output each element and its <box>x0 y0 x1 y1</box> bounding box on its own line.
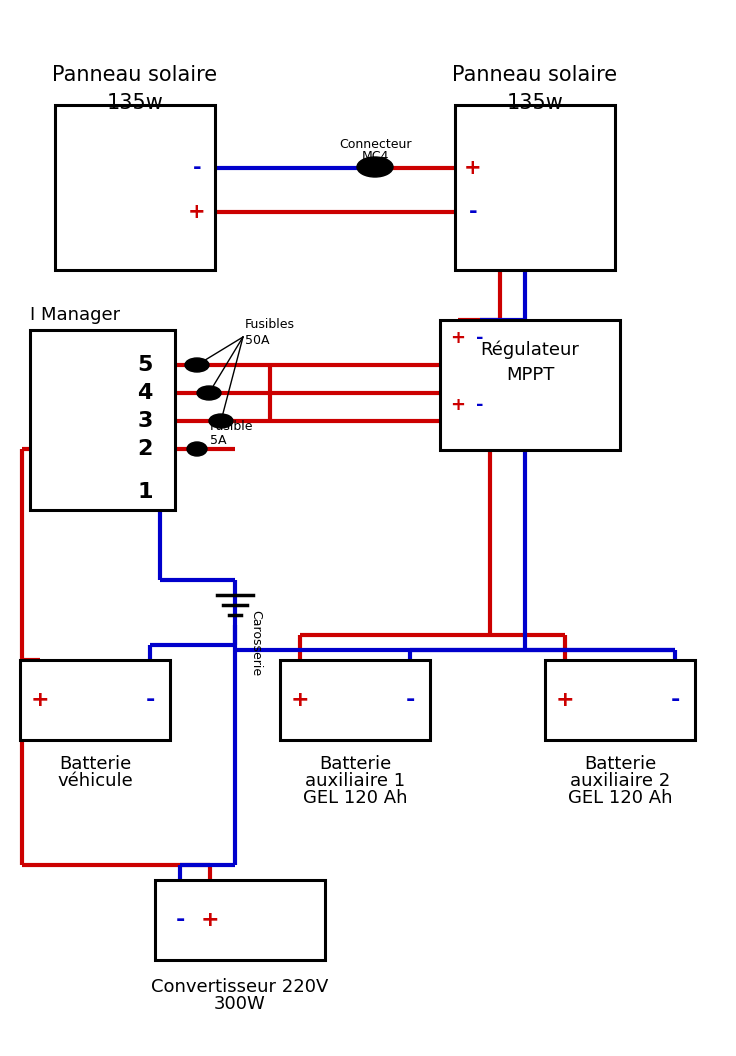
Text: MPPT: MPPT <box>506 366 554 384</box>
Text: -: - <box>476 396 484 414</box>
FancyBboxPatch shape <box>155 880 325 960</box>
Text: Fusibles: Fusibles <box>245 319 295 332</box>
Text: 135w: 135w <box>506 93 564 113</box>
Text: 4: 4 <box>138 383 152 403</box>
Text: +: + <box>291 690 309 710</box>
Text: MC4: MC4 <box>361 151 389 164</box>
Text: -: - <box>670 690 679 710</box>
Text: auxiliaire 2: auxiliaire 2 <box>570 772 670 790</box>
Ellipse shape <box>197 386 221 400</box>
Text: 300W: 300W <box>214 995 266 1013</box>
Text: 2: 2 <box>138 439 152 459</box>
Text: 5: 5 <box>138 355 152 375</box>
Text: 1: 1 <box>137 482 153 502</box>
Text: -: - <box>193 157 202 177</box>
Text: GEL 120 Ah: GEL 120 Ah <box>567 789 672 807</box>
Text: +: + <box>464 157 482 177</box>
Text: I Manager: I Manager <box>30 306 120 324</box>
Text: 3: 3 <box>138 411 152 431</box>
Text: Carosserie: Carosserie <box>249 610 262 676</box>
Ellipse shape <box>187 442 207 456</box>
Text: GEL 120 Ah: GEL 120 Ah <box>302 789 407 807</box>
Text: -: - <box>145 690 155 710</box>
Text: 135w: 135w <box>107 93 163 113</box>
Text: +: + <box>31 690 49 710</box>
Text: Régulateur: Régulateur <box>481 341 579 359</box>
Text: véhicule: véhicule <box>57 772 133 790</box>
Text: Connecteur: Connecteur <box>339 138 411 151</box>
Text: 50A: 50A <box>245 334 269 346</box>
Text: Panneau solaire: Panneau solaire <box>453 65 618 84</box>
Text: Batterie: Batterie <box>319 755 391 773</box>
FancyBboxPatch shape <box>280 660 430 740</box>
Ellipse shape <box>357 157 393 177</box>
FancyBboxPatch shape <box>440 320 620 450</box>
FancyBboxPatch shape <box>20 660 170 740</box>
Text: +: + <box>450 329 465 347</box>
Text: Batterie: Batterie <box>59 755 131 773</box>
Ellipse shape <box>185 358 209 372</box>
Text: Fusible: Fusible <box>210 420 253 434</box>
Text: auxiliaire 1: auxiliaire 1 <box>305 772 405 790</box>
Text: Convertisseur 220V: Convertisseur 220V <box>152 978 329 996</box>
Ellipse shape <box>209 414 233 428</box>
Text: +: + <box>450 396 465 414</box>
Text: -: - <box>175 910 185 930</box>
FancyBboxPatch shape <box>545 660 695 740</box>
Text: -: - <box>406 690 414 710</box>
FancyBboxPatch shape <box>55 105 215 270</box>
Text: -: - <box>469 203 478 222</box>
FancyBboxPatch shape <box>455 105 615 270</box>
FancyBboxPatch shape <box>30 329 175 510</box>
Text: +: + <box>201 910 219 930</box>
Text: Batterie: Batterie <box>584 755 656 773</box>
Text: -: - <box>476 329 484 347</box>
Text: +: + <box>188 203 206 222</box>
Text: 5A: 5A <box>210 434 227 448</box>
Text: Panneau solaire: Panneau solaire <box>52 65 218 84</box>
Text: +: + <box>556 690 574 710</box>
